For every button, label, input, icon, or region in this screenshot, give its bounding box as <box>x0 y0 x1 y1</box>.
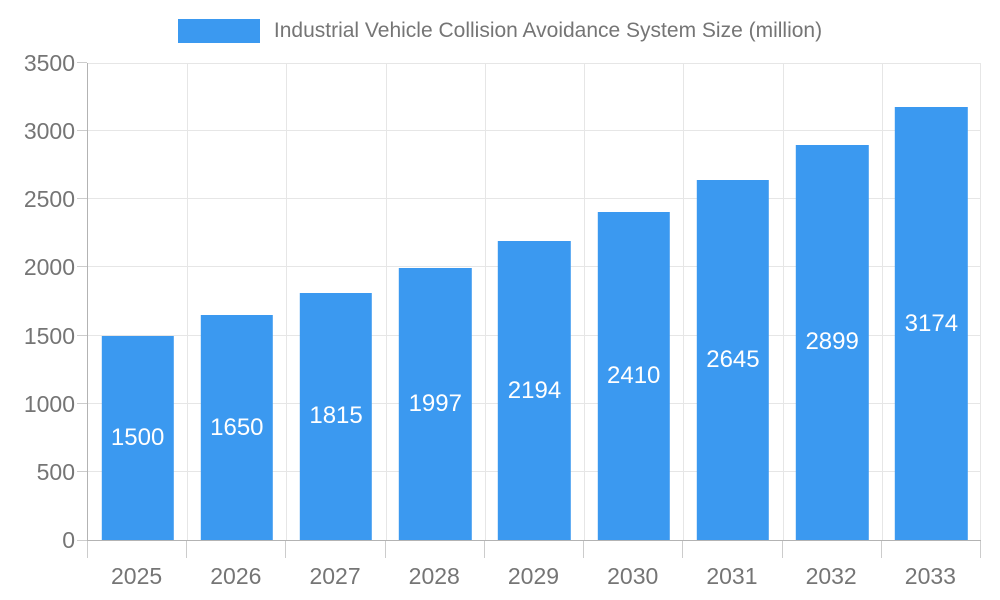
gridline-h <box>88 63 981 64</box>
bars-container: 1500 1650 1815 1997 2194 2410 2645 2899 3174 <box>88 63 981 540</box>
gridline-h <box>88 130 981 132</box>
gridline-h <box>88 198 981 200</box>
y-axis-tick <box>77 198 87 200</box>
x-axis-tick <box>781 541 783 558</box>
gridline-v <box>881 63 883 540</box>
bar-value-label: 1500 <box>110 423 165 451</box>
x-axis-tick <box>682 541 684 558</box>
x-axis-tick <box>87 541 88 558</box>
legend: Industrial Vehicle Collision Avoidance S… <box>0 19 1000 43</box>
bar-cell: 3174 <box>882 63 981 540</box>
bar-cell: 2194 <box>485 63 584 540</box>
x-axis-label: 2027 <box>309 563 361 589</box>
bar-value-label: 2645 <box>706 345 760 373</box>
bar: 1500 <box>101 335 174 540</box>
x-axis-label: 2028 <box>408 563 460 589</box>
x-axis-label: 2025 <box>111 563 163 589</box>
x-axis-label: 2026 <box>210 563 262 589</box>
bar-value-label: 2410 <box>607 361 661 389</box>
x-axis-label: 2030 <box>607 563 659 589</box>
bar: 2194 <box>498 241 571 540</box>
bar: 2410 <box>597 211 670 540</box>
gridline-v <box>385 63 387 540</box>
y-axis-tick <box>77 266 87 268</box>
gridline-v <box>584 63 586 540</box>
gridline-v <box>187 63 189 540</box>
y-axis-tick <box>77 130 87 132</box>
bar-cell: 2645 <box>683 63 782 540</box>
bar-value-label: 3174 <box>904 309 959 337</box>
y-axis-label: 1500 <box>23 322 75 349</box>
bar-value-label: 1650 <box>210 413 264 441</box>
x-axis-tick <box>384 541 386 558</box>
x-axis-tick <box>583 541 585 558</box>
y-axis-label: 2500 <box>23 186 75 213</box>
bar-cell: 1815 <box>286 63 385 540</box>
x-axis-tick <box>285 541 287 558</box>
bar-cell: 1500 <box>88 63 187 540</box>
x-axis-label: 2031 <box>706 563 758 589</box>
y-axis-tick <box>77 402 87 404</box>
bar: 3174 <box>895 107 968 540</box>
bar-value-label: 1815 <box>309 402 363 430</box>
x-axis-label: 2029 <box>507 563 560 589</box>
bar-cell: 1650 <box>187 63 286 540</box>
gridline-v <box>782 63 784 540</box>
bar-value-label: 2194 <box>507 376 562 404</box>
y-axis-tick <box>77 470 87 472</box>
plot-area: 1500 1650 1815 1997 2194 2410 2645 2899 3174 <box>87 63 981 541</box>
x-axis-label: 2033 <box>904 563 956 589</box>
y-axis-tick <box>77 62 87 63</box>
x-axis-tick <box>483 541 485 558</box>
bar: 1650 <box>200 315 274 540</box>
bar-value-label: 1997 <box>408 389 462 417</box>
gridline-v <box>286 63 288 540</box>
x-axis-tick <box>980 541 981 558</box>
legend-label: Industrial Vehicle Collision Avoidance S… <box>273 19 823 42</box>
bar: 2645 <box>696 179 770 540</box>
bar-cell: 1997 <box>386 63 485 540</box>
x-axis-label: 2032 <box>805 563 857 589</box>
legend-swatch <box>177 19 260 43</box>
bar-cell: 2410 <box>584 63 683 540</box>
y-axis-label: 500 <box>36 458 75 485</box>
y-axis-tick <box>77 540 87 541</box>
bar: 2899 <box>795 144 869 540</box>
gridline-v <box>980 63 981 540</box>
bar: 1997 <box>399 267 472 540</box>
y-axis-label: 1000 <box>23 390 75 417</box>
y-axis-label: 2000 <box>23 254 75 281</box>
gridline-v <box>683 63 685 540</box>
x-axis-tick <box>880 541 882 558</box>
y-axis-label: 3000 <box>23 118 75 145</box>
bar-value-label: 2899 <box>805 328 859 356</box>
y-axis-tick <box>77 334 87 336</box>
bar: 1815 <box>299 292 373 540</box>
y-axis-label: 3500 <box>23 50 75 76</box>
y-axis-label: 0 <box>62 527 75 553</box>
bar-cell: 2899 <box>783 63 882 540</box>
gridline-v <box>484 63 486 540</box>
x-axis-tick <box>186 541 188 558</box>
